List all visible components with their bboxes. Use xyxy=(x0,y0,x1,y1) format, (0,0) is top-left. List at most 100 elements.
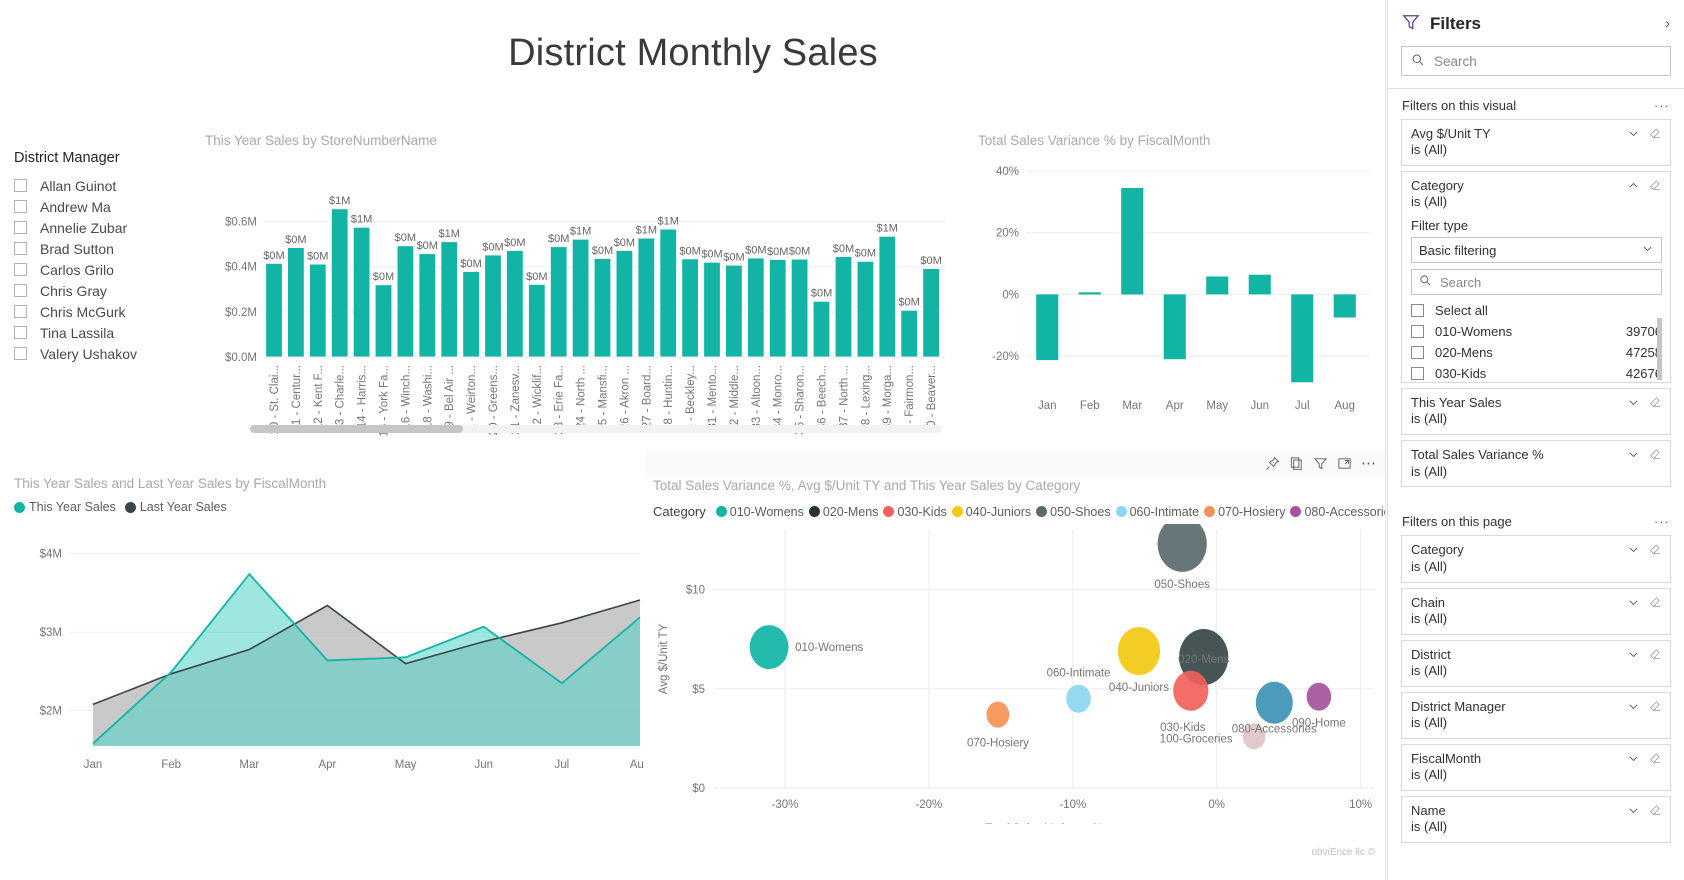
this-year-area xyxy=(93,574,640,746)
scatter-legend-item[interactable]: 020-Mens xyxy=(808,505,878,519)
svg-text:$0M: $0M xyxy=(263,250,284,262)
scatter-legend-item[interactable]: 040-Juniors xyxy=(951,505,1031,519)
store-chart-scrollbar[interactable] xyxy=(250,425,942,433)
clear-filter-icon[interactable] xyxy=(1649,648,1662,663)
district-manager-slicer[interactable]: District Manager Allan Guinot Andrew Ma An… xyxy=(14,150,204,364)
filter-type-select[interactable]: Basic filtering xyxy=(1411,237,1662,264)
legend-item-this-year[interactable]: This Year Sales xyxy=(14,500,116,514)
slicer-checkbox[interactable] xyxy=(14,179,27,192)
store-chart-scrollbar-thumb[interactable] xyxy=(250,425,463,433)
slicer-checkbox[interactable] xyxy=(14,347,27,360)
copy-icon[interactable] xyxy=(1289,456,1304,471)
chevron-down-icon[interactable] xyxy=(1627,396,1640,411)
slicer-item[interactable]: Tina Lassila xyxy=(14,322,204,343)
scatter-legend-item[interactable]: 080-Accessories xyxy=(1290,505,1385,519)
chevron-down-icon[interactable] xyxy=(1627,804,1640,819)
slicer-checkbox[interactable] xyxy=(14,326,27,339)
scatter-legend-item[interactable]: 030-Kids xyxy=(883,505,947,519)
visual-action-buttons[interactable]: ⋯ xyxy=(1265,456,1377,471)
chevron-down-icon[interactable] xyxy=(1627,700,1640,715)
clear-filter-icon[interactable] xyxy=(1649,804,1662,819)
clear-filter-icon[interactable] xyxy=(1649,543,1662,558)
scatter-legend-item[interactable]: 060-Intimate xyxy=(1115,505,1199,519)
filter-card[interactable]: District Manager is (All) xyxy=(1401,691,1671,739)
filter-value-row[interactable]: 030-Kids 42676 xyxy=(1411,363,1662,382)
slicer-item[interactable]: Valery Ushakov xyxy=(14,343,204,364)
filter-card[interactable]: District is (All) xyxy=(1401,639,1671,687)
svg-text:$4M: $4M xyxy=(40,549,62,561)
filters-on-visual-more-icon[interactable]: ··· xyxy=(1654,98,1670,113)
scatter-legend-item[interactable]: 050-Shoes xyxy=(1036,505,1111,519)
svg-text:$1M: $1M xyxy=(877,223,898,235)
chevron-up-icon[interactable] xyxy=(1627,179,1640,194)
clear-filter-icon[interactable] xyxy=(1649,179,1662,194)
slicer-item[interactable]: Brad Sutton xyxy=(14,238,204,259)
filter-values-scrollbar[interactable] xyxy=(1657,318,1662,381)
slicer-checkbox[interactable] xyxy=(14,263,27,276)
chevron-down-icon[interactable] xyxy=(1627,448,1640,463)
chevron-down-icon[interactable] xyxy=(1627,596,1640,611)
clear-filter-icon[interactable] xyxy=(1649,752,1662,767)
filter-value-row[interactable]: Select all xyxy=(1411,300,1662,321)
filter-value-checkbox[interactable] xyxy=(1411,304,1424,318)
slicer-checkbox[interactable] xyxy=(14,284,27,297)
filter-card[interactable]: Category is (All) Filter type Basic filteri… xyxy=(1401,171,1671,384)
filter-card[interactable]: FiscalMonth is (All) xyxy=(1401,743,1671,792)
clear-filter-icon[interactable] xyxy=(1649,127,1662,142)
filter-card[interactable]: Category is (All) xyxy=(1401,535,1671,583)
pin-icon[interactable] xyxy=(1265,456,1280,471)
more-options-icon[interactable]: ⋯ xyxy=(1361,454,1377,472)
chevron-down-icon[interactable] xyxy=(1627,127,1640,142)
collapse-pane-icon[interactable]: › xyxy=(1665,15,1670,32)
filter-value-checkbox[interactable] xyxy=(1411,346,1424,360)
filter-card[interactable]: Chain is (All) xyxy=(1401,587,1671,635)
filter-values-search[interactable]: Search xyxy=(1411,269,1662,296)
clear-filter-icon[interactable] xyxy=(1649,596,1662,611)
filters-on-page-more-icon[interactable]: ··· xyxy=(1654,514,1670,530)
chevron-down-icon[interactable] xyxy=(1627,543,1640,558)
area-chart-legend[interactable]: This Year Sales Last Year Sales xyxy=(14,500,644,514)
slicer-item[interactable]: Carlos Grilo xyxy=(14,259,204,280)
slicer-item[interactable]: Annelie Zubar xyxy=(14,217,204,238)
store-sales-column-chart[interactable]: This Year Sales by StoreNumberName $0.0M… xyxy=(205,133,950,445)
slicer-item[interactable]: Chris McGurk xyxy=(14,301,204,322)
slicer-item[interactable]: Chris Gray xyxy=(14,280,204,301)
filter-card[interactable]: This Year Sales is (All) xyxy=(1401,388,1671,436)
slicer-item[interactable]: Andrew Ma xyxy=(14,196,204,217)
clear-filter-icon[interactable] xyxy=(1649,448,1662,463)
ty-ly-area-chart[interactable]: This Year Sales and Last Year Sales by F… xyxy=(14,476,644,776)
slicer-checkbox[interactable] xyxy=(14,221,27,234)
variance-column-chart[interactable]: Total Sales Variance % by FiscalMonth -2… xyxy=(978,133,1378,428)
filter-card[interactable]: Total Sales Variance % is (All) xyxy=(1401,440,1671,488)
clear-filter-icon[interactable] xyxy=(1649,700,1662,715)
filter-value-row[interactable]: 010-Womens 39706 xyxy=(1411,321,1662,342)
filters-search-input[interactable]: Search xyxy=(1401,46,1671,76)
scatter-legend-item[interactable]: 010-Womens xyxy=(715,505,804,519)
chevron-down-icon[interactable] xyxy=(1627,648,1640,663)
chevron-down-icon[interactable] xyxy=(1641,242,1654,258)
filter-card-state: is (All) xyxy=(1411,767,1448,783)
scatter-legend-item[interactable]: 070-Hosiery xyxy=(1204,505,1285,519)
filter-value-checkbox[interactable] xyxy=(1411,325,1424,339)
slicer-checkbox[interactable] xyxy=(14,200,27,213)
scatter-legend[interactable]: Category 010-Womens 020-Mens 030-Kids 040-J… xyxy=(653,504,1385,519)
legend-item-last-year[interactable]: Last Year Sales xyxy=(124,500,227,514)
filter-value-checkbox[interactable] xyxy=(1411,367,1424,381)
filter-card[interactable]: Name is (All) xyxy=(1401,796,1671,844)
filter-card[interactable]: Avg $/Unit TY is (All) xyxy=(1401,119,1671,167)
filter-values-list[interactable]: Select all 010-Womens 39706 020-Mens 47258 03… xyxy=(1411,300,1662,382)
category-scatter-chart[interactable]: ⋯ Total Sales Variance %, Avg $/Unit TY … xyxy=(645,452,1385,862)
filter-icon[interactable] xyxy=(1313,456,1328,471)
slicer-checkbox[interactable] xyxy=(14,242,27,255)
filters-pane[interactable]: Filters › Search Filters on this visual … xyxy=(1387,0,1684,880)
svg-text:12 - Kent F...: 12 - Kent F... xyxy=(313,365,325,430)
slicer-checkbox[interactable] xyxy=(14,305,27,318)
focus-mode-icon[interactable] xyxy=(1337,456,1352,471)
clear-filter-icon[interactable] xyxy=(1649,396,1662,411)
svg-text:$0.4M: $0.4M xyxy=(225,262,257,274)
filter-value-row[interactable]: 020-Mens 47258 xyxy=(1411,342,1662,363)
svg-text:11 - Centur...: 11 - Centur... xyxy=(291,365,303,431)
chevron-down-icon[interactable] xyxy=(1627,752,1640,767)
slicer-item-label: Brad Sutton xyxy=(40,240,114,257)
slicer-item[interactable]: Allan Guinot xyxy=(14,175,204,196)
